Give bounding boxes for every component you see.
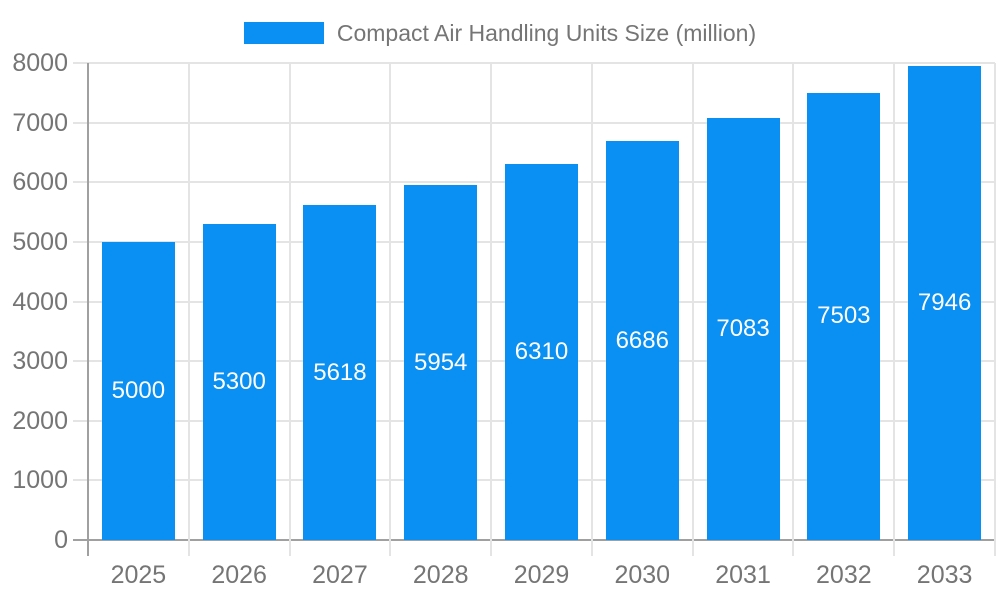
x-gridline xyxy=(288,63,291,556)
y-gridline xyxy=(73,121,995,124)
bar-value-label: 6686 xyxy=(615,326,669,354)
bar-value-label: 7083 xyxy=(716,314,770,342)
bar-2033[interactable]: 7946 xyxy=(908,66,982,540)
bar-2028[interactable]: 5954 xyxy=(404,185,478,540)
x-axis-label: 2025 xyxy=(110,561,167,589)
x-gridline xyxy=(691,63,694,556)
bar-2027[interactable]: 5618 xyxy=(303,205,377,540)
y-axis-tick-label: 5000 xyxy=(12,227,68,256)
x-gridline xyxy=(187,63,190,556)
bar-value-label: 7503 xyxy=(817,302,871,330)
bar-value-label: 5618 xyxy=(313,358,367,386)
bar-2032[interactable]: 7503 xyxy=(807,92,881,540)
y-axis-tick-label: 0 xyxy=(54,526,68,554)
bar-value-label: 6310 xyxy=(514,337,569,365)
x-gridline xyxy=(389,63,392,556)
x-axis-label: 2029 xyxy=(513,561,570,589)
bar-2029[interactable]: 6310 xyxy=(505,163,578,540)
x-axis-label: 2026 xyxy=(211,561,267,589)
legend-label: Compact Air Handling Units Size (million… xyxy=(336,20,757,46)
y-axis-tick-label: 3000 xyxy=(12,347,68,376)
legend[interactable]: Compact Air Handling Units Size (million… xyxy=(0,21,1000,45)
y-gridline xyxy=(73,62,995,64)
bar-value-label: 7946 xyxy=(917,289,972,317)
x-axis-label: 2028 xyxy=(412,561,469,589)
bar-value-label: 5300 xyxy=(212,368,266,395)
y-axis-line xyxy=(87,63,89,556)
y-axis-tick-label: 8000 xyxy=(12,49,68,77)
x-axis-label: 2030 xyxy=(614,561,671,589)
bar-value-label: 5000 xyxy=(111,376,166,404)
bar-value-label: 5954 xyxy=(414,348,468,376)
x-axis-label: 2032 xyxy=(816,561,872,589)
bar-2026[interactable]: 5300 xyxy=(202,224,276,540)
y-axis-tick-label: 2000 xyxy=(12,406,68,435)
legend-swatch xyxy=(243,22,324,44)
x-axis-label: 2027 xyxy=(312,561,368,589)
x-gridline xyxy=(893,63,896,556)
y-axis-tick-label: 7000 xyxy=(12,108,68,137)
x-gridline xyxy=(994,63,996,556)
x-gridline xyxy=(490,63,493,556)
y-axis-tick-label: 4000 xyxy=(12,287,68,316)
plot-area: 5000 5300 5618 5954 6310 6686 7083 7503 7946 xyxy=(73,62,996,556)
x-gridline xyxy=(792,63,795,556)
bar-2030[interactable]: 6686 xyxy=(605,141,679,540)
x-axis-label: 2033 xyxy=(916,561,973,589)
bar-2031[interactable]: 7083 xyxy=(706,117,780,540)
x-axis-label: 2031 xyxy=(715,561,771,589)
x-gridline xyxy=(590,63,593,556)
x-axis-baseline xyxy=(73,539,995,541)
y-axis-tick-label: 6000 xyxy=(12,168,68,197)
bar-2025[interactable]: 5000 xyxy=(101,241,175,540)
y-axis-tick-label: 1000 xyxy=(12,466,68,495)
